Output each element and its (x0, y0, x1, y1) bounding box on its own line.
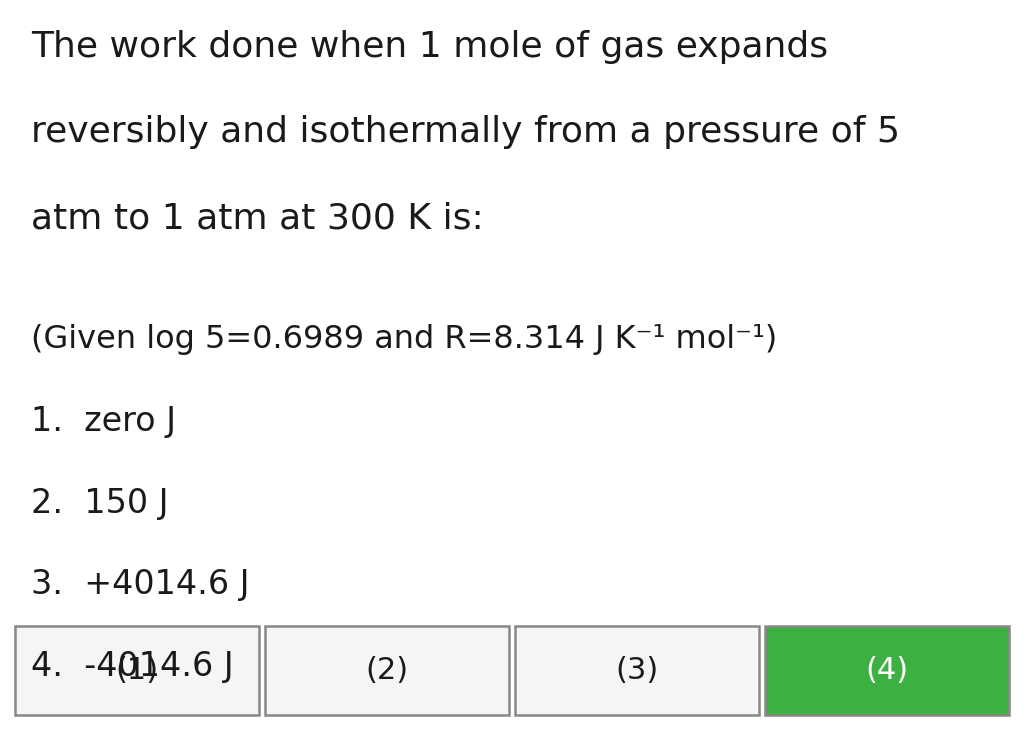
Text: 4.  -4014.6 J: 4. -4014.6 J (31, 650, 233, 682)
Text: reversibly and isothermally from a pressure of 5: reversibly and isothermally from a press… (31, 115, 900, 150)
Text: The work done when 1 mole of gas expands: The work done when 1 mole of gas expands (31, 30, 827, 64)
Text: atm to 1 atm at 300 K is:: atm to 1 atm at 300 K is: (31, 201, 483, 235)
FancyBboxPatch shape (15, 626, 259, 715)
FancyBboxPatch shape (265, 626, 509, 715)
Text: (3): (3) (615, 656, 658, 685)
Text: 3.  +4014.6 J: 3. +4014.6 J (31, 568, 249, 601)
Text: (4): (4) (865, 656, 908, 685)
Text: (2): (2) (366, 656, 409, 685)
Text: 1.  zero J: 1. zero J (31, 405, 176, 439)
Text: 2.  150 J: 2. 150 J (31, 487, 168, 520)
FancyBboxPatch shape (515, 626, 759, 715)
Text: (Given log 5=0.6989 and R=8.314 J K⁻¹ mol⁻¹): (Given log 5=0.6989 and R=8.314 J K⁻¹ mo… (31, 324, 777, 355)
FancyBboxPatch shape (765, 626, 1009, 715)
Text: (1): (1) (116, 656, 159, 685)
